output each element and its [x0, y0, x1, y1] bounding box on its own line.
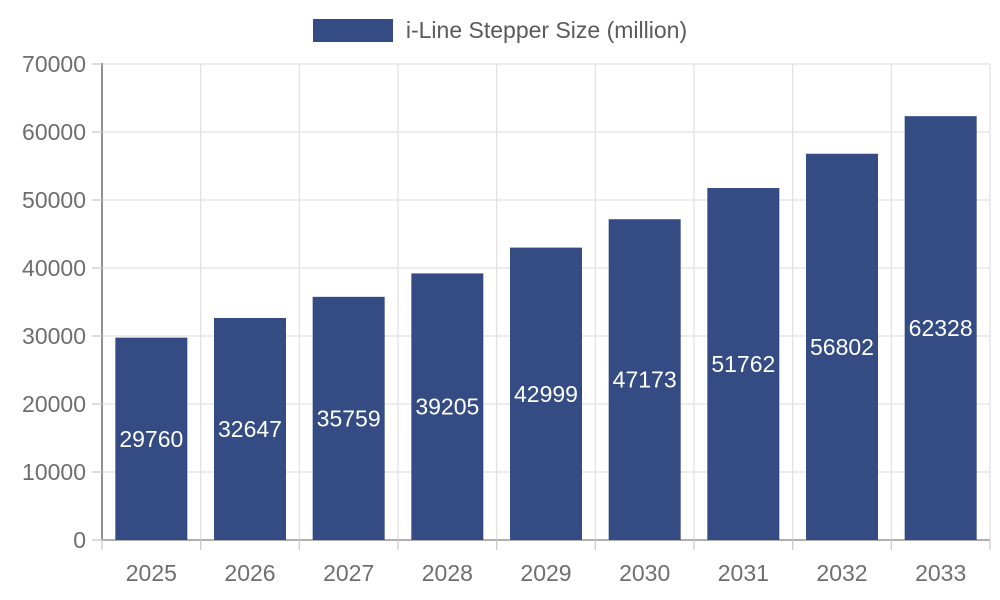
bar-value-label: 39205: [415, 394, 479, 420]
x-axis-category-label: 2025: [126, 560, 177, 586]
legend-swatch: [312, 19, 393, 42]
y-axis-tick-label: 50000: [22, 187, 86, 213]
chart-legend[interactable]: i-Line Stepper Size (million): [0, 17, 1000, 44]
bar-value-label: 42999: [514, 381, 578, 407]
x-axis-category-label: 2027: [323, 560, 374, 586]
bar: [608, 219, 681, 540]
legend-label: i-Line Stepper Size (million): [405, 17, 688, 43]
bar-value-label: 32647: [218, 416, 282, 442]
bar: [510, 247, 582, 540]
x-axis-category-label: 2032: [816, 560, 867, 586]
bar-value-label: 56802: [810, 334, 874, 360]
bar: [115, 337, 188, 540]
bar-value-label: 29760: [119, 426, 183, 452]
bar-value-label: 35759: [317, 405, 381, 431]
bar-value-label: 47173: [613, 367, 677, 393]
x-axis-category-label: 2029: [520, 560, 571, 586]
bar: [411, 273, 484, 540]
y-axis-tick-label: 60000: [22, 119, 86, 145]
y-axis-tick-label: 20000: [22, 391, 86, 417]
y-axis-tick-label: 10000: [22, 459, 86, 485]
x-axis-category-label: 2028: [422, 560, 473, 586]
bar: [214, 318, 286, 540]
y-axis-tick-label: 40000: [22, 255, 86, 281]
bar-value-label: 62328: [909, 315, 973, 341]
bar: [707, 188, 780, 540]
x-axis-category-label: 2031: [718, 560, 769, 586]
bar: [806, 153, 878, 540]
y-axis-tick-label: 30000: [22, 323, 86, 349]
bar-value-label: 51762: [711, 351, 775, 377]
x-axis-category-label: 2030: [619, 560, 670, 586]
y-axis-tick-label: 0: [73, 527, 86, 553]
x-axis-category-label: 2033: [915, 560, 966, 586]
y-axis-tick-label: 70000: [22, 51, 86, 77]
x-axis-category-label: 2026: [224, 560, 275, 586]
bar: [904, 116, 977, 540]
bar: [312, 296, 385, 540]
